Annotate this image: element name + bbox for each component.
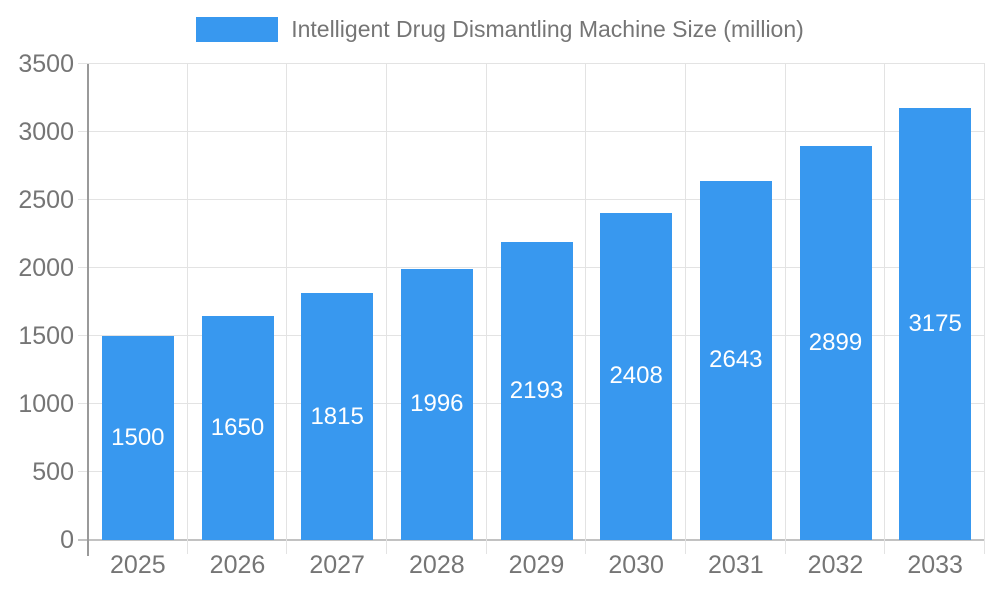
x-axis-label: 2030 — [608, 551, 664, 579]
bar[interactable]: 2408 — [600, 212, 673, 540]
bar-value-label: 2643 — [709, 346, 763, 374]
bar-value-label: 3175 — [908, 310, 962, 338]
bar[interactable]: 1650 — [201, 315, 274, 540]
gridline-vertical — [685, 64, 686, 554]
y-axis-label: 3000 — [18, 118, 74, 146]
x-axis-label: 2025 — [110, 551, 166, 579]
gridline-vertical — [386, 64, 387, 554]
y-axis-label: 3500 — [18, 50, 74, 78]
bar-value-label: 1815 — [310, 402, 364, 430]
x-axis-label: 2031 — [708, 551, 764, 579]
bar-value-label: 1996 — [410, 390, 464, 418]
bar[interactable]: 1815 — [301, 293, 374, 540]
x-axis-label: 2027 — [309, 551, 365, 579]
bar-value-label: 1650 — [210, 413, 265, 441]
bar[interactable]: 1500 — [101, 336, 174, 540]
y-axis-label: 1000 — [18, 390, 74, 418]
legend[interactable]: Intelligent Drug Dismantling Machine Siz… — [0, 17, 1000, 42]
x-axis-label: 2029 — [508, 551, 565, 579]
x-axis-label: 2032 — [807, 551, 864, 579]
gridline-vertical — [186, 64, 188, 554]
gridline-vertical — [884, 64, 886, 554]
bar[interactable]: 3175 — [899, 108, 972, 540]
bar-value-label: 2899 — [808, 328, 863, 356]
x-axis-label: 2033 — [907, 551, 963, 579]
y-axis-label: 1500 — [18, 322, 74, 350]
gridline-horizontal — [78, 199, 985, 200]
bar-value-label: 2193 — [509, 376, 564, 404]
gridline-horizontal — [78, 63, 985, 64]
gridline-vertical — [585, 64, 587, 554]
gridline-vertical — [984, 64, 985, 554]
y-axis-label: 0 — [60, 526, 74, 554]
legend-swatch — [196, 17, 279, 42]
x-axis-label: 2026 — [209, 551, 266, 579]
bar[interactable]: 1996 — [400, 268, 473, 540]
y-axis-label: 2500 — [18, 186, 74, 214]
bar[interactable]: 2899 — [799, 145, 872, 540]
plot-area: 1500 1650 1815 1996 2193 2408 2643 2899 3175 — [78, 63, 985, 556]
bar[interactable]: 2643 — [699, 180, 772, 540]
y-axis-label: 500 — [32, 458, 74, 486]
gridline-horizontal — [78, 131, 985, 132]
bar-value-label: 1500 — [111, 424, 165, 451]
gridline-vertical — [485, 64, 487, 554]
bar[interactable]: 2193 — [500, 241, 573, 540]
y-axis-line — [87, 64, 89, 556]
gridline-vertical — [286, 64, 288, 554]
chart-title: Intelligent Drug Dismantling Machine Siz… — [291, 16, 804, 42]
bar-value-label: 2408 — [609, 362, 663, 390]
gridline-vertical — [784, 64, 786, 554]
y-axis-label: 2000 — [18, 254, 74, 282]
x-axis-line — [78, 539, 985, 541]
x-axis-label: 2028 — [409, 551, 465, 579]
